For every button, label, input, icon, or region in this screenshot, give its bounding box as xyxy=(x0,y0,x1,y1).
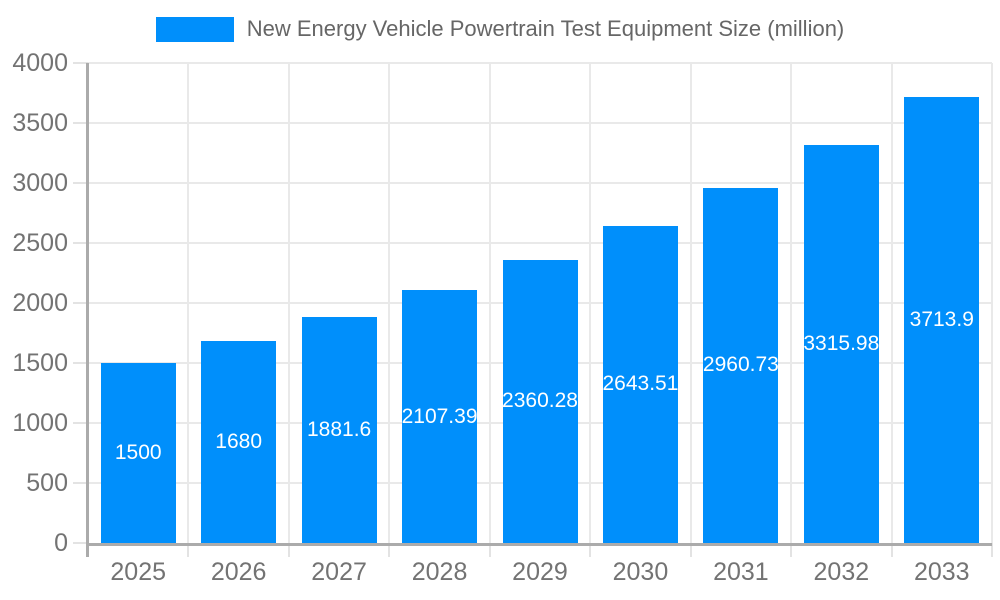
bar-value-label: 2107.39 xyxy=(402,404,478,428)
y-tick-label: 0 xyxy=(54,528,68,557)
x-axis-tick xyxy=(287,543,290,557)
x-axis-tick xyxy=(187,543,190,557)
y-axis-line xyxy=(86,63,89,557)
y-axis-tick xyxy=(73,422,88,424)
x-tick-label: 2027 xyxy=(311,558,367,586)
x-tick-label: 2033 xyxy=(913,558,970,586)
legend-label: New Energy Vehicle Powertrain Test Equip… xyxy=(246,16,845,41)
v-gridline xyxy=(287,63,290,543)
h-gridline xyxy=(88,182,992,184)
x-axis-tick xyxy=(689,543,692,557)
x-tick-label: 2031 xyxy=(713,558,769,586)
x-tick-label: 2032 xyxy=(813,558,870,586)
y-tick-label: 2000 xyxy=(12,288,68,317)
v-gridline xyxy=(991,63,993,543)
y-axis-tick xyxy=(73,242,88,244)
x-axis-tick xyxy=(991,543,993,557)
y-axis-tick xyxy=(73,362,88,364)
v-gridline xyxy=(790,63,793,543)
x-axis-tick xyxy=(388,543,391,557)
y-axis-tick xyxy=(73,302,88,304)
x-tick-label: 2029 xyxy=(512,558,568,586)
v-gridline xyxy=(187,63,190,543)
x-tick-label: 2025 xyxy=(110,558,167,586)
bar[interactable]: 2107.39 xyxy=(402,290,478,543)
x-axis-line xyxy=(88,543,992,546)
x-tick-label: 2028 xyxy=(411,558,468,586)
y-tick-label: 3500 xyxy=(12,108,68,137)
bar[interactable]: 3315.98 xyxy=(803,145,879,543)
x-axis-tick xyxy=(488,543,491,557)
y-axis-tick xyxy=(73,182,88,184)
v-gridline xyxy=(488,63,491,543)
bar-value-label: 1881.6 xyxy=(306,418,372,442)
h-gridline xyxy=(88,122,992,124)
x-axis-tick xyxy=(890,543,893,557)
y-tick-label: 500 xyxy=(26,468,68,497)
bar-value-label: 1500 xyxy=(114,441,162,464)
x-tick-label: 2026 xyxy=(210,558,267,586)
legend-swatch-icon xyxy=(155,16,234,42)
bar[interactable]: 2360.28 xyxy=(502,259,578,543)
y-axis-tick xyxy=(73,482,88,484)
bar-value-label: 1680 xyxy=(215,430,263,454)
y-tick-label: 1500 xyxy=(12,348,68,377)
y-tick-label: 2500 xyxy=(12,228,68,257)
y-axis-tick xyxy=(73,122,88,124)
bar[interactable]: 2643.51 xyxy=(602,225,678,543)
bar[interactable]: 2960.73 xyxy=(703,187,779,543)
x-tick-label: 2030 xyxy=(612,558,669,586)
y-tick-label: 4000 xyxy=(12,48,68,77)
x-axis-tick xyxy=(790,543,793,557)
bar-value-label: 2643.51 xyxy=(602,372,678,396)
bar-value-label: 2960.73 xyxy=(703,353,779,377)
h-gridline xyxy=(88,62,992,64)
x-axis-tick xyxy=(589,543,592,557)
v-gridline xyxy=(689,63,692,543)
y-tick-label: 3000 xyxy=(12,168,68,197)
bar-value-label: 3713.9 xyxy=(909,308,974,332)
v-gridline xyxy=(589,63,592,543)
legend[interactable]: New Energy Vehicle Powertrain Test Equip… xyxy=(0,16,1000,42)
v-gridline xyxy=(388,63,391,543)
y-axis-tick xyxy=(73,542,88,544)
v-gridline xyxy=(890,63,893,543)
bar[interactable]: 1680 xyxy=(201,341,277,543)
bar[interactable]: 3713.9 xyxy=(904,97,980,543)
y-axis-tick xyxy=(73,62,88,64)
bar-value-label: 2360.28 xyxy=(502,389,578,413)
bar-value-label: 3315.98 xyxy=(803,332,879,356)
bar[interactable]: 1881.6 xyxy=(301,317,377,543)
h-gridline xyxy=(88,242,992,244)
y-tick-label: 1000 xyxy=(12,408,68,437)
bar[interactable]: 1500 xyxy=(100,363,176,543)
